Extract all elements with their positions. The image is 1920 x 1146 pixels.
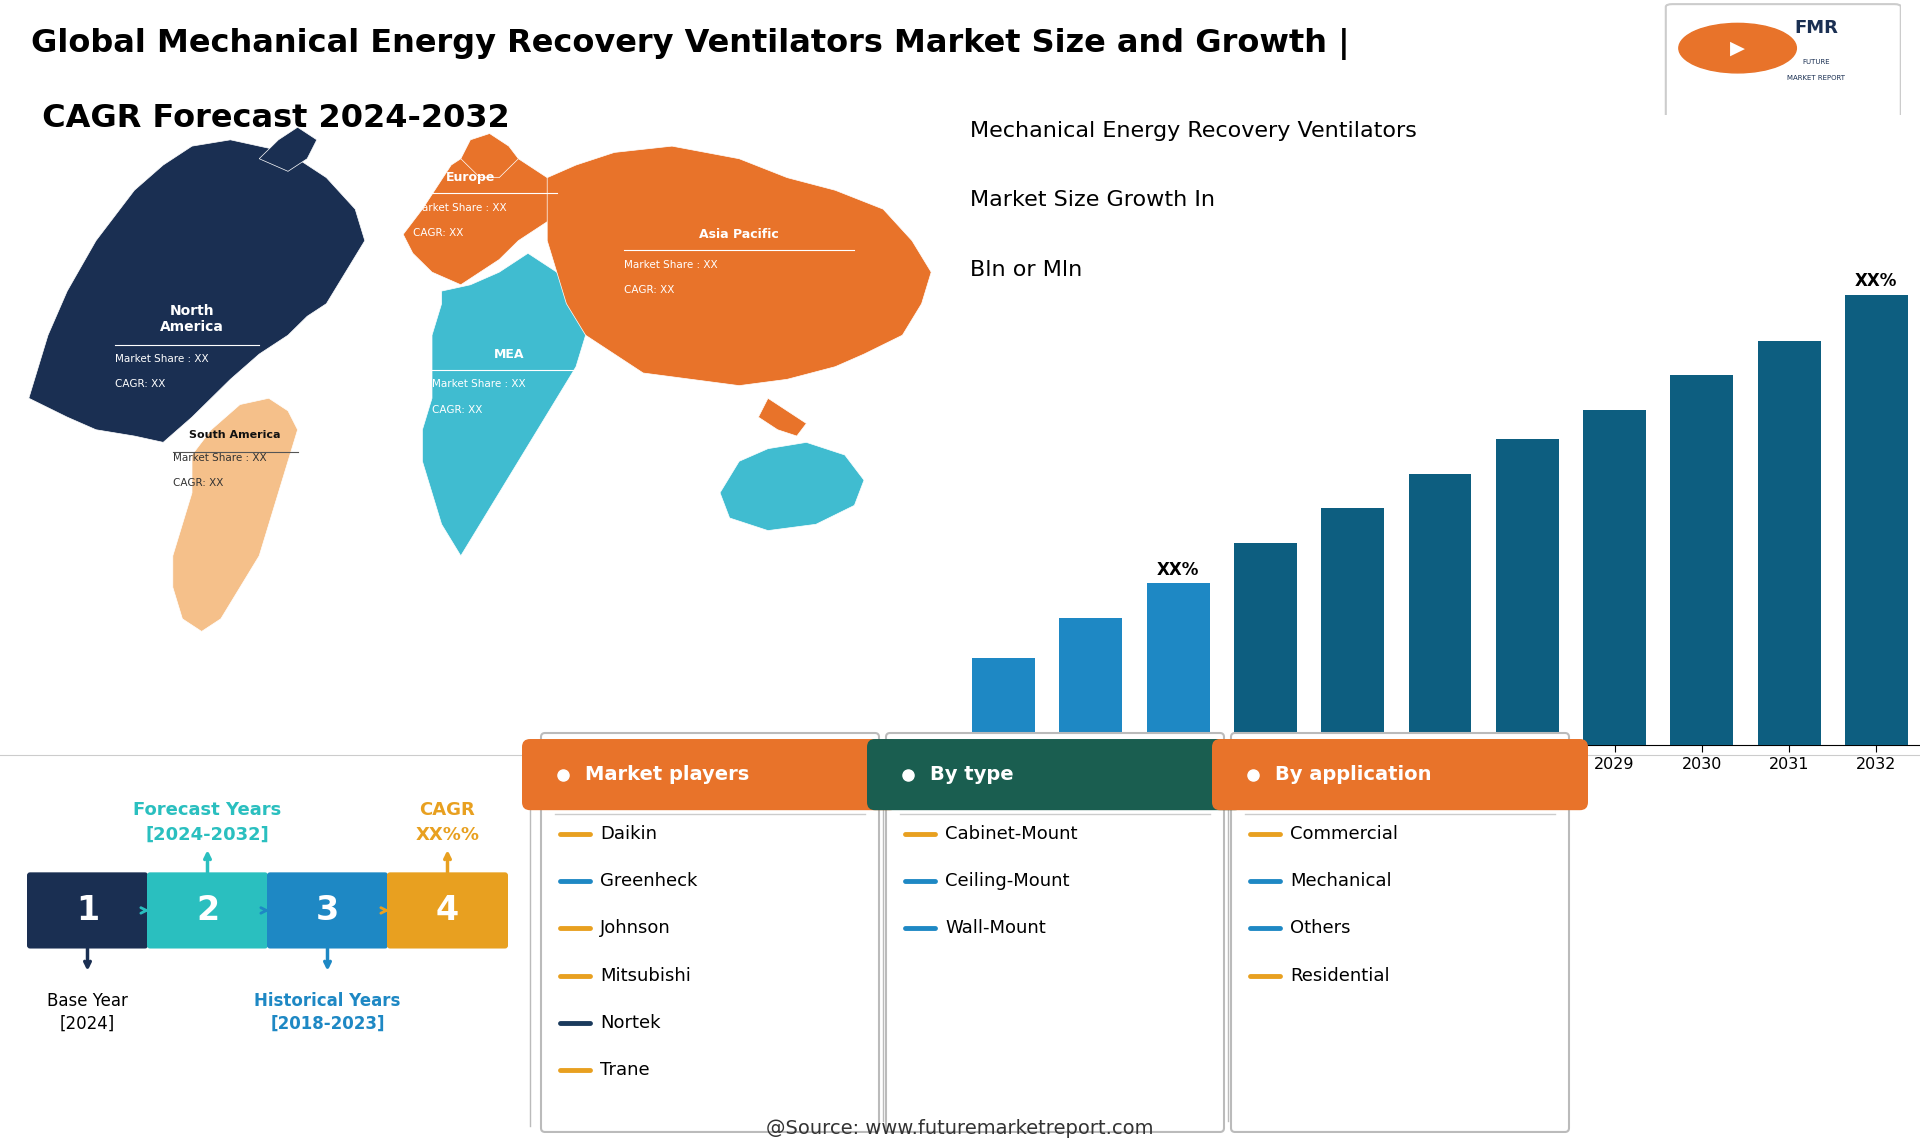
Bar <box>972 658 1035 745</box>
Text: Market players: Market players <box>586 766 749 784</box>
Text: Mechanical: Mechanical <box>1290 872 1392 890</box>
Text: Mitsubishi: Mitsubishi <box>599 966 691 984</box>
Text: Daikin: Daikin <box>599 825 657 843</box>
Text: 4: 4 <box>436 894 459 927</box>
Text: ▶: ▶ <box>1730 39 1745 57</box>
Polygon shape <box>547 146 931 385</box>
Text: CAGR: XX: CAGR: XX <box>115 379 165 390</box>
Text: 1: 1 <box>77 894 100 927</box>
FancyBboxPatch shape <box>541 733 879 1132</box>
Text: [2024]: [2024] <box>60 1014 115 1033</box>
Text: [2024-2032]: [2024-2032] <box>146 826 269 845</box>
Text: Europe: Europe <box>445 171 495 185</box>
FancyBboxPatch shape <box>1667 5 1901 133</box>
Bar <box>1670 376 1734 745</box>
Bar <box>1496 439 1559 745</box>
FancyBboxPatch shape <box>27 872 148 949</box>
Text: Greenheck: Greenheck <box>599 872 697 890</box>
Text: Mechanical Energy Recovery Ventilators: Mechanical Energy Recovery Ventilators <box>970 120 1417 141</box>
Text: [2018-2023]: [2018-2023] <box>271 1014 384 1033</box>
Text: CAGR: XX: CAGR: XX <box>413 228 463 238</box>
Text: By type: By type <box>929 766 1014 784</box>
FancyBboxPatch shape <box>267 872 388 949</box>
FancyBboxPatch shape <box>148 872 269 949</box>
Text: Historical Years: Historical Years <box>253 991 401 1010</box>
FancyBboxPatch shape <box>1212 739 1588 810</box>
Polygon shape <box>29 140 365 442</box>
Text: Market Share : XX: Market Share : XX <box>173 454 267 463</box>
Polygon shape <box>720 442 864 531</box>
Polygon shape <box>461 133 518 178</box>
Text: Trane: Trane <box>599 1061 649 1078</box>
Text: North
America: North America <box>159 304 225 333</box>
FancyBboxPatch shape <box>885 733 1225 1132</box>
Text: CAGR: CAGR <box>420 801 476 819</box>
Polygon shape <box>422 253 586 556</box>
Text: @Source: www.futuremarketreport.com: @Source: www.futuremarketreport.com <box>766 1118 1154 1138</box>
Bar <box>1235 543 1296 745</box>
FancyBboxPatch shape <box>868 739 1242 810</box>
Text: Market Share : XX: Market Share : XX <box>413 203 507 213</box>
Text: Commercial: Commercial <box>1290 825 1398 843</box>
Text: Wall-Mount: Wall-Mount <box>945 919 1046 937</box>
Bar <box>1060 618 1123 745</box>
Text: Base Year: Base Year <box>48 991 129 1010</box>
Text: CAGR: XX: CAGR: XX <box>173 479 223 488</box>
Text: CAGR: XX: CAGR: XX <box>432 405 482 415</box>
Text: Bln or Mln: Bln or Mln <box>970 259 1081 280</box>
Text: CAGR Forecast 2024-2032: CAGR Forecast 2024-2032 <box>31 103 509 134</box>
Text: Global Mechanical Energy Recovery Ventilators Market Size and Growth |: Global Mechanical Energy Recovery Ventil… <box>31 28 1350 60</box>
Text: MARKET REPORT: MARKET REPORT <box>1788 76 1845 81</box>
Text: Market Share : XX: Market Share : XX <box>432 379 526 390</box>
Text: FUTURE: FUTURE <box>1803 58 1830 65</box>
Bar <box>1757 340 1820 745</box>
Text: FMR: FMR <box>1793 18 1837 37</box>
Text: Market Size Growth In: Market Size Growth In <box>970 190 1215 210</box>
Polygon shape <box>173 398 298 631</box>
Text: South America: South America <box>190 430 280 440</box>
Text: XX%: XX% <box>1855 272 1897 290</box>
Text: Market Share : XX: Market Share : XX <box>115 354 209 364</box>
Polygon shape <box>259 127 317 171</box>
Bar <box>1321 508 1384 745</box>
Bar <box>1409 473 1471 745</box>
Text: Market Share : XX: Market Share : XX <box>624 259 718 269</box>
Polygon shape <box>758 398 806 435</box>
Text: By application: By application <box>1275 766 1432 784</box>
Text: Others: Others <box>1290 919 1350 937</box>
Text: Nortek: Nortek <box>599 1014 660 1031</box>
Text: Residential: Residential <box>1290 966 1390 984</box>
FancyBboxPatch shape <box>388 872 509 949</box>
Bar <box>1146 583 1210 745</box>
Text: Asia Pacific: Asia Pacific <box>699 228 780 241</box>
Text: Forecast Years: Forecast Years <box>132 801 282 819</box>
FancyBboxPatch shape <box>522 739 899 810</box>
Bar <box>1584 410 1645 745</box>
Text: XX%: XX% <box>1158 560 1200 579</box>
Text: Johnson: Johnson <box>599 919 670 937</box>
Bar <box>1845 295 1908 745</box>
Text: 2: 2 <box>196 894 219 927</box>
Text: Cabinet-Mount: Cabinet-Mount <box>945 825 1077 843</box>
FancyBboxPatch shape <box>1231 733 1569 1132</box>
Text: Ceiling-Mount: Ceiling-Mount <box>945 872 1069 890</box>
Text: CAGR: XX: CAGR: XX <box>624 284 674 295</box>
Text: 3: 3 <box>317 894 340 927</box>
Text: XX%%: XX%% <box>415 826 480 845</box>
Text: MEA: MEA <box>493 347 524 361</box>
Circle shape <box>1678 23 1797 73</box>
Polygon shape <box>403 146 566 284</box>
